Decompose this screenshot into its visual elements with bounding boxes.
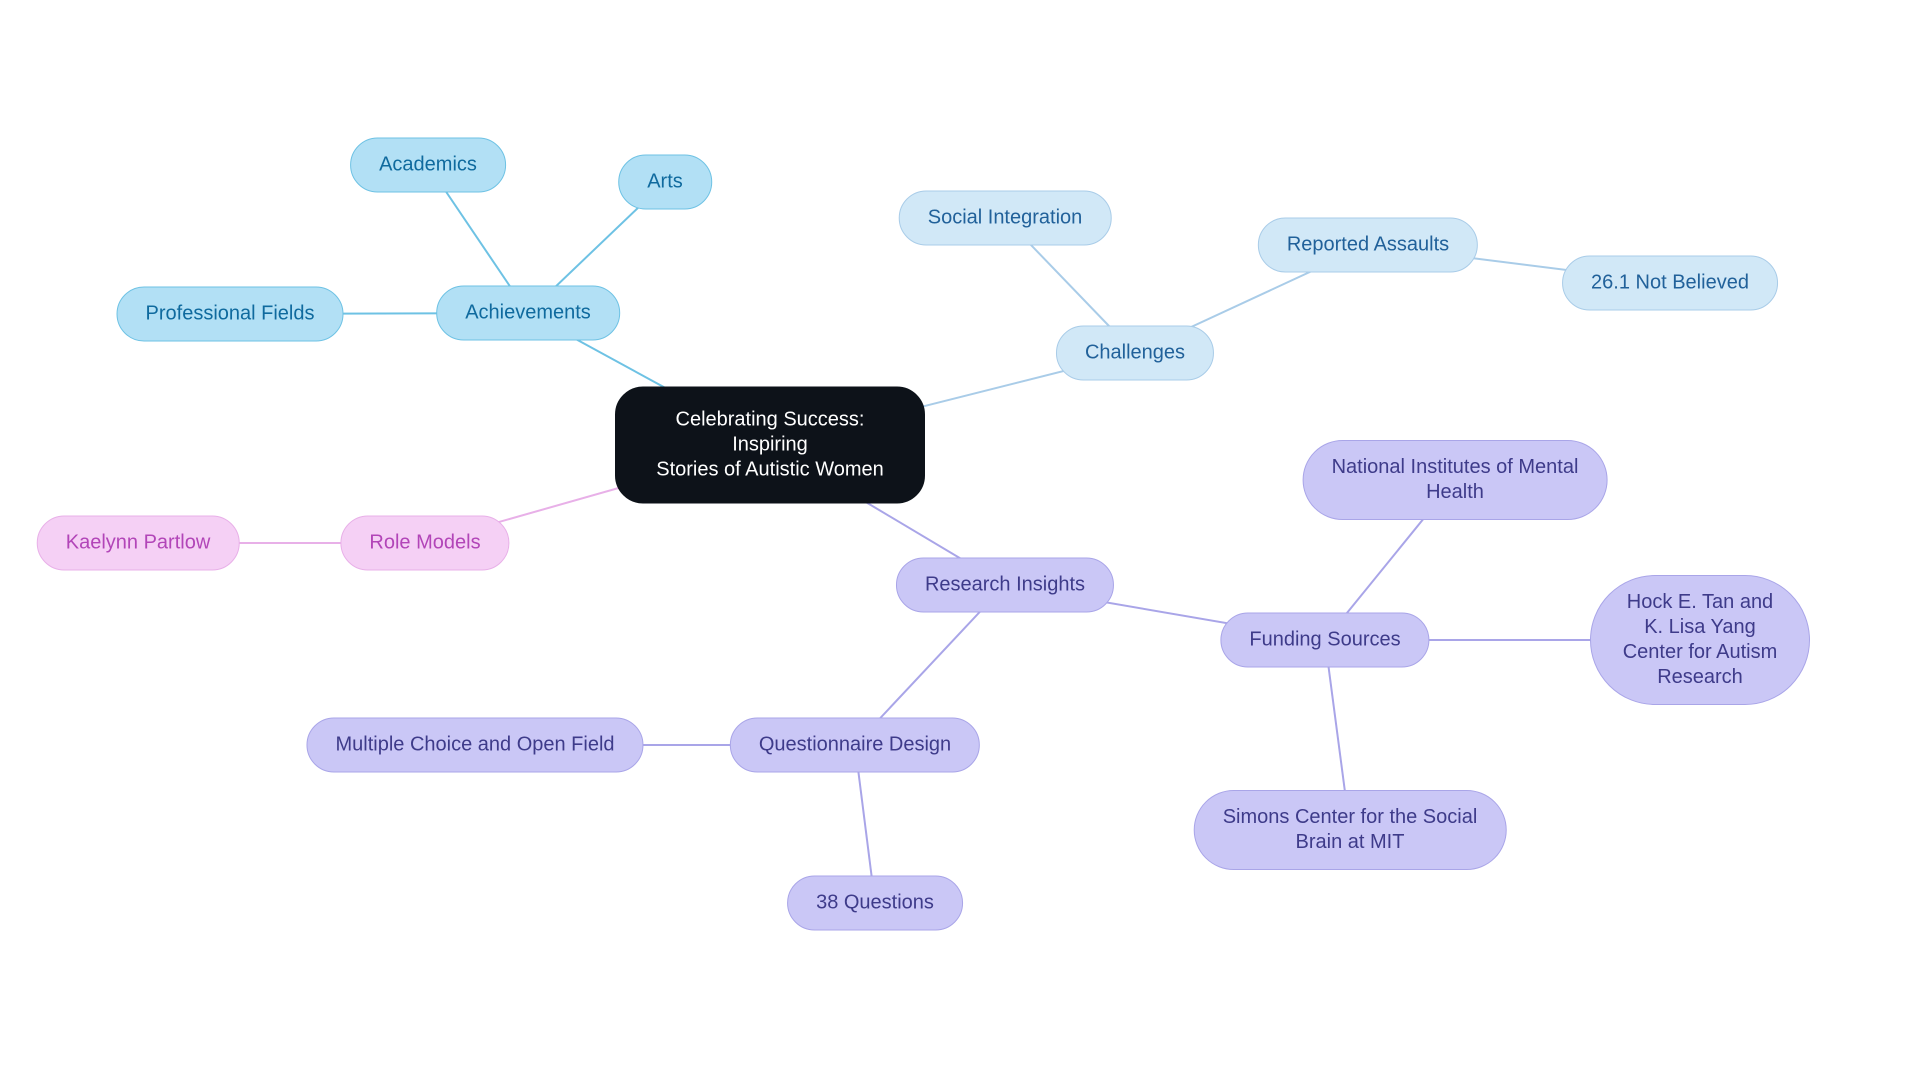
node-kaelynn: Kaelynn Partlow: [37, 516, 240, 571]
node-research-insights: Research Insights: [896, 558, 1114, 613]
node-not-believed: 26.1 Not Believed: [1562, 256, 1778, 311]
node-questionnaire: Questionnaire Design: [730, 718, 980, 773]
node-38-questions: 38 Questions: [787, 876, 963, 931]
node-reported-assaults: Reported Assaults: [1258, 218, 1478, 273]
node-hock: Hock E. Tan and K. Lisa Yang Center for …: [1590, 575, 1810, 705]
node-role-models: Role Models: [340, 516, 509, 571]
node-achievements: Achievements: [436, 286, 620, 341]
node-nimh: National Institutes of Mental Health: [1303, 440, 1608, 520]
mindmap-edges: [0, 0, 1920, 1083]
node-funding-sources: Funding Sources: [1220, 613, 1429, 668]
node-arts: Arts: [618, 155, 712, 210]
node-social-integration: Social Integration: [899, 191, 1112, 246]
node-academics: Academics: [350, 138, 506, 193]
node-multiple-choice: Multiple Choice and Open Field: [306, 718, 643, 773]
node-simons: Simons Center for the Social Brain at MI…: [1194, 790, 1507, 870]
node-challenges: Challenges: [1056, 326, 1214, 381]
node-root: Celebrating Success: Inspiring Stories o…: [615, 387, 925, 504]
node-professional-fields: Professional Fields: [117, 287, 344, 342]
